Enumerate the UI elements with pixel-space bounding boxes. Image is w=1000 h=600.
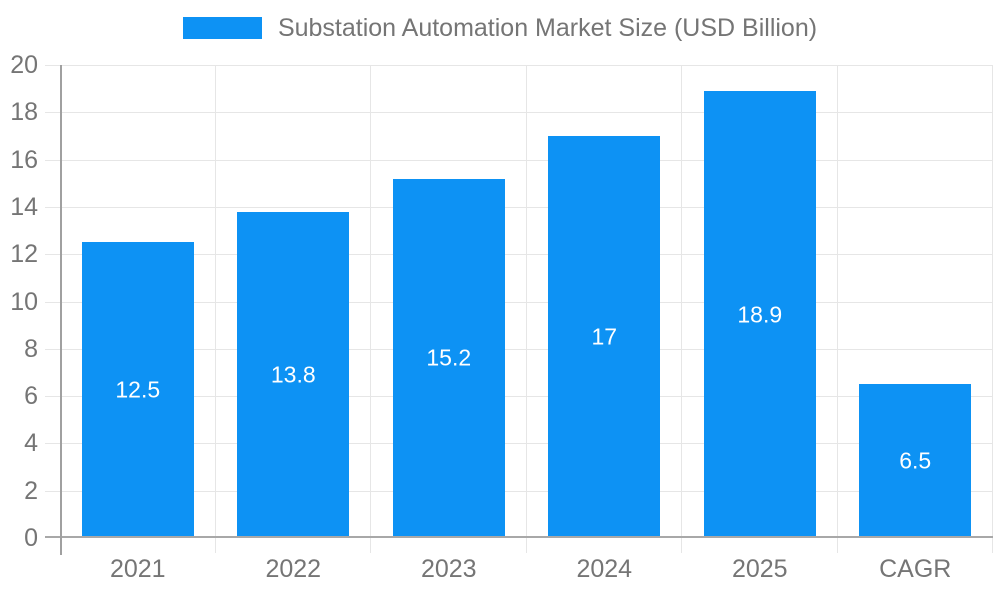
- v-gridline: [370, 65, 371, 553]
- x-tick-label: 2022: [265, 555, 322, 583]
- v-gridline: [681, 65, 682, 553]
- h-gridline: [45, 491, 993, 492]
- bar-2024: 17: [548, 135, 661, 538]
- y-tick-label: 2: [24, 476, 38, 505]
- bar-2022: 13.8: [237, 211, 350, 538]
- x-tick-label: 2024: [576, 555, 633, 583]
- bar-value-label: 13.8: [270, 361, 316, 388]
- v-gridline: [215, 65, 216, 553]
- v-gridline: [837, 65, 838, 553]
- h-gridline: [45, 112, 993, 113]
- h-gridline: [45, 65, 993, 66]
- y-tick-label: 18: [10, 98, 38, 127]
- y-tick-label: 16: [10, 145, 38, 174]
- x-tick-label: 2021: [109, 555, 166, 583]
- plot-area: 12.5 13.8 15.2 17 18.9 6.5: [45, 65, 993, 555]
- h-gridline: [45, 443, 993, 444]
- x-tick-label: CAGR: [879, 555, 952, 583]
- bar-value-label: 18.9: [737, 301, 783, 327]
- x-tick-label: 2025: [731, 555, 788, 583]
- h-gridline: [45, 160, 993, 161]
- bar-value-label: 15.2: [426, 344, 472, 371]
- v-gridline: [526, 65, 527, 553]
- bar-value-label: 17: [591, 323, 618, 350]
- y-tick-label: 8: [24, 334, 38, 363]
- y-tick-label: 14: [10, 192, 38, 221]
- h-gridline: [45, 396, 993, 397]
- v-gridline: [992, 65, 993, 553]
- y-tick-label: 20: [10, 51, 38, 79]
- h-gridline: [45, 349, 993, 350]
- y-tick-label: 0: [24, 524, 38, 552]
- bar-2023: 15.2: [392, 178, 505, 538]
- y-tick-label: 10: [10, 287, 38, 316]
- x-axis-line: [45, 536, 993, 538]
- legend-swatch: [182, 17, 262, 39]
- y-tick-label: 6: [24, 382, 38, 411]
- bar-value-label: 6.5: [899, 447, 932, 474]
- bar-value-label: 12.5: [115, 376, 161, 403]
- bar-cagr: 6.5: [859, 384, 972, 538]
- x-tick-label: 2023: [420, 555, 477, 583]
- legend: Substation Automation Market Size (USD B…: [0, 13, 1000, 43]
- bar-2021: 12.5: [81, 242, 194, 538]
- y-tick-label: 4: [24, 429, 38, 458]
- h-gridline: [45, 302, 993, 303]
- y-tick-label: 12: [10, 240, 38, 269]
- h-gridline: [45, 207, 993, 208]
- bar-2025: 18.9: [703, 91, 816, 538]
- y-axis-line: [60, 65, 62, 555]
- h-gridline: [45, 254, 993, 255]
- legend-label: Substation Automation Market Size (USD B…: [277, 14, 818, 42]
